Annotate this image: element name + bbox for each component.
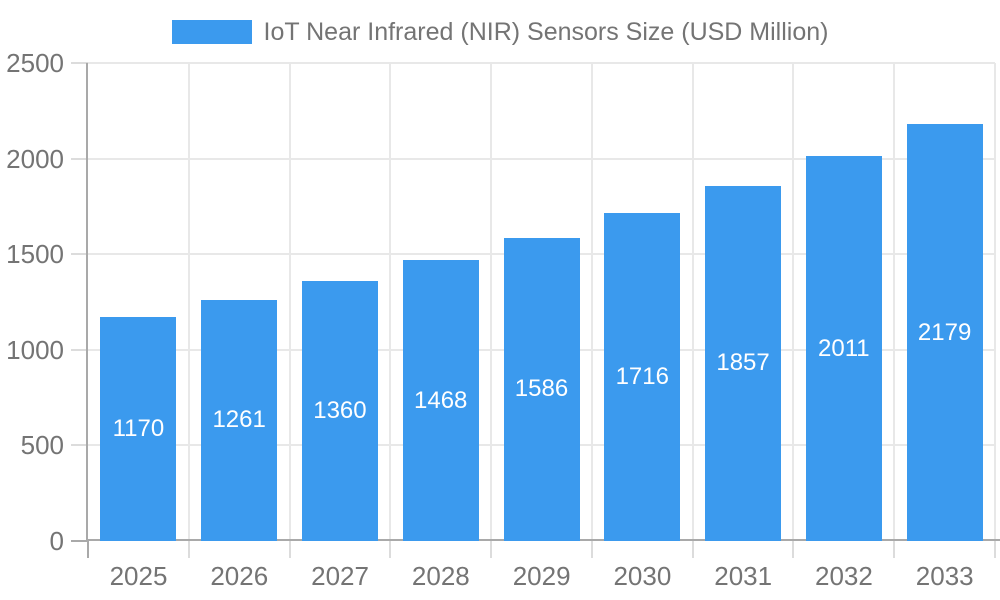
y-tick-mark [71, 540, 88, 542]
y-tick-label: 1500 [6, 239, 64, 270]
bar[interactable] [100, 317, 177, 541]
x-gridline [590, 63, 593, 541]
x-tick-label: 2029 [512, 561, 571, 591]
x-tick-mark [994, 541, 996, 558]
x-tick-mark [691, 541, 694, 558]
x-tick-label: 2033 [915, 561, 974, 591]
x-gridline [288, 63, 291, 541]
y-tick-label: 0 [49, 526, 64, 556]
x-gridline [389, 63, 392, 541]
bar[interactable] [705, 185, 782, 541]
x-tick-mark [87, 541, 89, 558]
x-tick-label: 2032 [815, 561, 873, 591]
plot-area: 0 500 1000 1500 2000 2500 1170 2025 1261 2026 1360… [6, 48, 1000, 591]
bar[interactable] [604, 212, 681, 541]
y-tick-mark [71, 253, 88, 256]
x-gridline [691, 63, 694, 541]
x-tick-label: 2026 [210, 561, 269, 591]
x-tick-mark [590, 541, 593, 558]
y-tick-mark [71, 444, 88, 447]
x-tick-label: 2028 [411, 561, 470, 591]
legend-swatch [171, 20, 252, 44]
x-gridline [490, 63, 493, 541]
x-gridline [893, 63, 896, 541]
bar[interactable] [402, 260, 479, 541]
bar[interactable] [201, 299, 278, 541]
x-tick-mark [288, 541, 291, 558]
x-tick-label: 2031 [714, 561, 773, 591]
y-tick-label: 2000 [6, 143, 64, 174]
y-tick-label: 2500 [6, 48, 64, 78]
y-tick-mark [71, 348, 88, 351]
x-tick-label: 2027 [311, 561, 369, 591]
legend-label: IoT Near Infrared (NIR) Sensors Size (US… [263, 18, 829, 46]
x-tick-label: 2025 [109, 561, 168, 591]
y-tick-mark [71, 62, 88, 64]
x-tick-label: 2030 [613, 561, 672, 591]
y-axis-line [86, 63, 88, 541]
y-tick-label: 500 [20, 430, 64, 461]
x-tick-mark [490, 541, 493, 558]
chart-legend[interactable]: IoT Near Infrared (NIR) Sensors Size (US… [0, 18, 1000, 46]
x-tick-mark [389, 541, 392, 558]
bar[interactable] [301, 280, 378, 541]
x-gridline [187, 63, 190, 541]
bar[interactable] [805, 156, 882, 541]
x-gridline [792, 63, 795, 541]
x-tick-mark [187, 541, 190, 558]
x-tick-mark [893, 541, 896, 558]
y-tick-label: 1000 [6, 334, 64, 365]
y-tick-mark [71, 157, 88, 160]
bar[interactable] [503, 237, 580, 541]
x-gridline [994, 63, 996, 541]
y-gridline [88, 62, 995, 64]
x-tick-mark [792, 541, 795, 558]
bar[interactable] [906, 124, 983, 541]
